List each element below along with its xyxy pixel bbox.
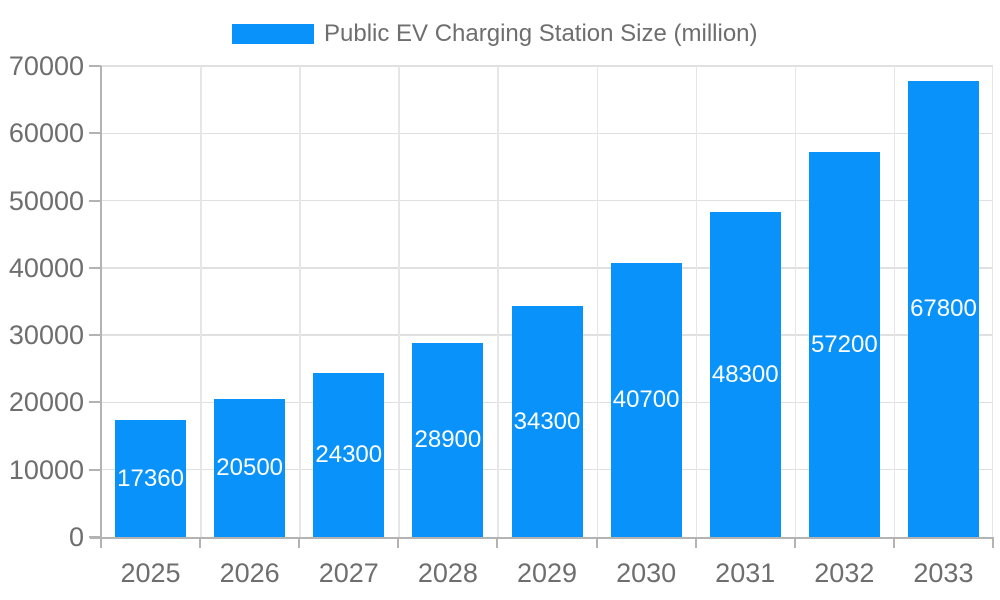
x-axis-tick-label: 2027 — [318, 558, 379, 588]
vertical-gridline — [299, 66, 301, 537]
horizontal-gridline — [101, 65, 993, 67]
bar[interactable] — [610, 263, 682, 537]
x-axis-tick — [694, 537, 697, 548]
x-axis-tick — [298, 537, 301, 548]
y-axis-tick-label: 70000 — [8, 51, 84, 81]
bar[interactable] — [511, 306, 583, 537]
x-axis-tick-label: 2028 — [417, 558, 478, 588]
vertical-gridline — [695, 66, 698, 537]
bar-value-label: 40700 — [612, 386, 680, 414]
y-axis-tick — [89, 65, 101, 67]
y-axis-tick-label: 60000 — [8, 118, 84, 149]
y-axis-tick-label: 10000 — [8, 454, 84, 485]
y-axis-tick — [89, 132, 101, 135]
legend-label: Public EV Charging Station Size (million… — [324, 20, 758, 47]
bar[interactable] — [808, 152, 880, 537]
bar-value-label: 17360 — [117, 464, 184, 492]
bar-value-label: 48300 — [711, 360, 779, 388]
bar-value-label: 57200 — [810, 330, 878, 358]
x-axis-tick — [100, 537, 102, 548]
vertical-gridline — [398, 66, 400, 537]
horizontal-gridline — [101, 199, 993, 202]
bar[interactable] — [709, 212, 781, 537]
vertical-gridline — [596, 66, 599, 537]
y-axis-line — [100, 66, 102, 548]
y-axis-tick-label: 50000 — [8, 185, 84, 216]
x-axis-tick — [595, 537, 598, 548]
horizontal-gridline — [101, 132, 993, 135]
bar[interactable] — [214, 399, 286, 537]
vertical-gridline — [794, 66, 797, 537]
x-axis-tick — [793, 537, 796, 548]
x-axis-tick — [992, 537, 994, 548]
bar-value-label: 24300 — [315, 441, 383, 469]
x-axis-tick-label: 2026 — [219, 558, 280, 588]
x-axis-line — [90, 537, 993, 539]
bar-value-label: 28900 — [414, 425, 482, 453]
bar-value-label: 34300 — [513, 407, 581, 435]
vertical-gridline — [991, 66, 993, 537]
x-axis-tick-label: 2032 — [814, 558, 875, 588]
x-axis-tick-label: 2033 — [913, 558, 974, 588]
x-axis-tick — [397, 537, 400, 548]
y-axis-tick-label: 20000 — [8, 387, 84, 418]
vertical-gridline — [497, 66, 499, 537]
legend-swatch-icon — [232, 24, 314, 44]
legend-item[interactable]: Public EV Charging Station Size (million… — [232, 20, 758, 48]
x-axis-tick — [892, 537, 895, 548]
y-axis-tick-label: 40000 — [8, 252, 84, 283]
bar-value-label: 67800 — [910, 294, 977, 322]
y-axis-tick — [89, 401, 101, 404]
horizontal-gridline — [101, 267, 993, 269]
vertical-gridline — [893, 66, 896, 537]
vertical-gridline — [200, 66, 202, 537]
y-axis-tick-label: 0 — [68, 522, 84, 552]
plot-area: 17360 20500 24300 28900 34300 40700 48300 57200… — [101, 65, 993, 537]
bar[interactable] — [115, 420, 187, 537]
x-axis-tick-label: 2031 — [715, 558, 776, 588]
x-axis-tick-label: 2025 — [120, 558, 181, 588]
bar[interactable] — [412, 342, 484, 537]
x-axis-tick-label: 2030 — [616, 558, 677, 588]
bar-value-label: 20500 — [216, 454, 284, 482]
y-axis-tick — [89, 536, 101, 538]
y-axis-tick — [89, 468, 101, 471]
y-axis-tick — [89, 334, 101, 337]
x-axis-tick — [496, 537, 499, 548]
bar[interactable] — [313, 373, 385, 537]
y-axis-tick-label: 30000 — [8, 320, 84, 351]
x-axis-tick — [199, 537, 202, 548]
y-axis-tick — [89, 266, 101, 269]
bar[interactable] — [907, 80, 979, 537]
x-axis-tick-label: 2029 — [516, 558, 578, 588]
y-axis-tick — [89, 199, 101, 202]
